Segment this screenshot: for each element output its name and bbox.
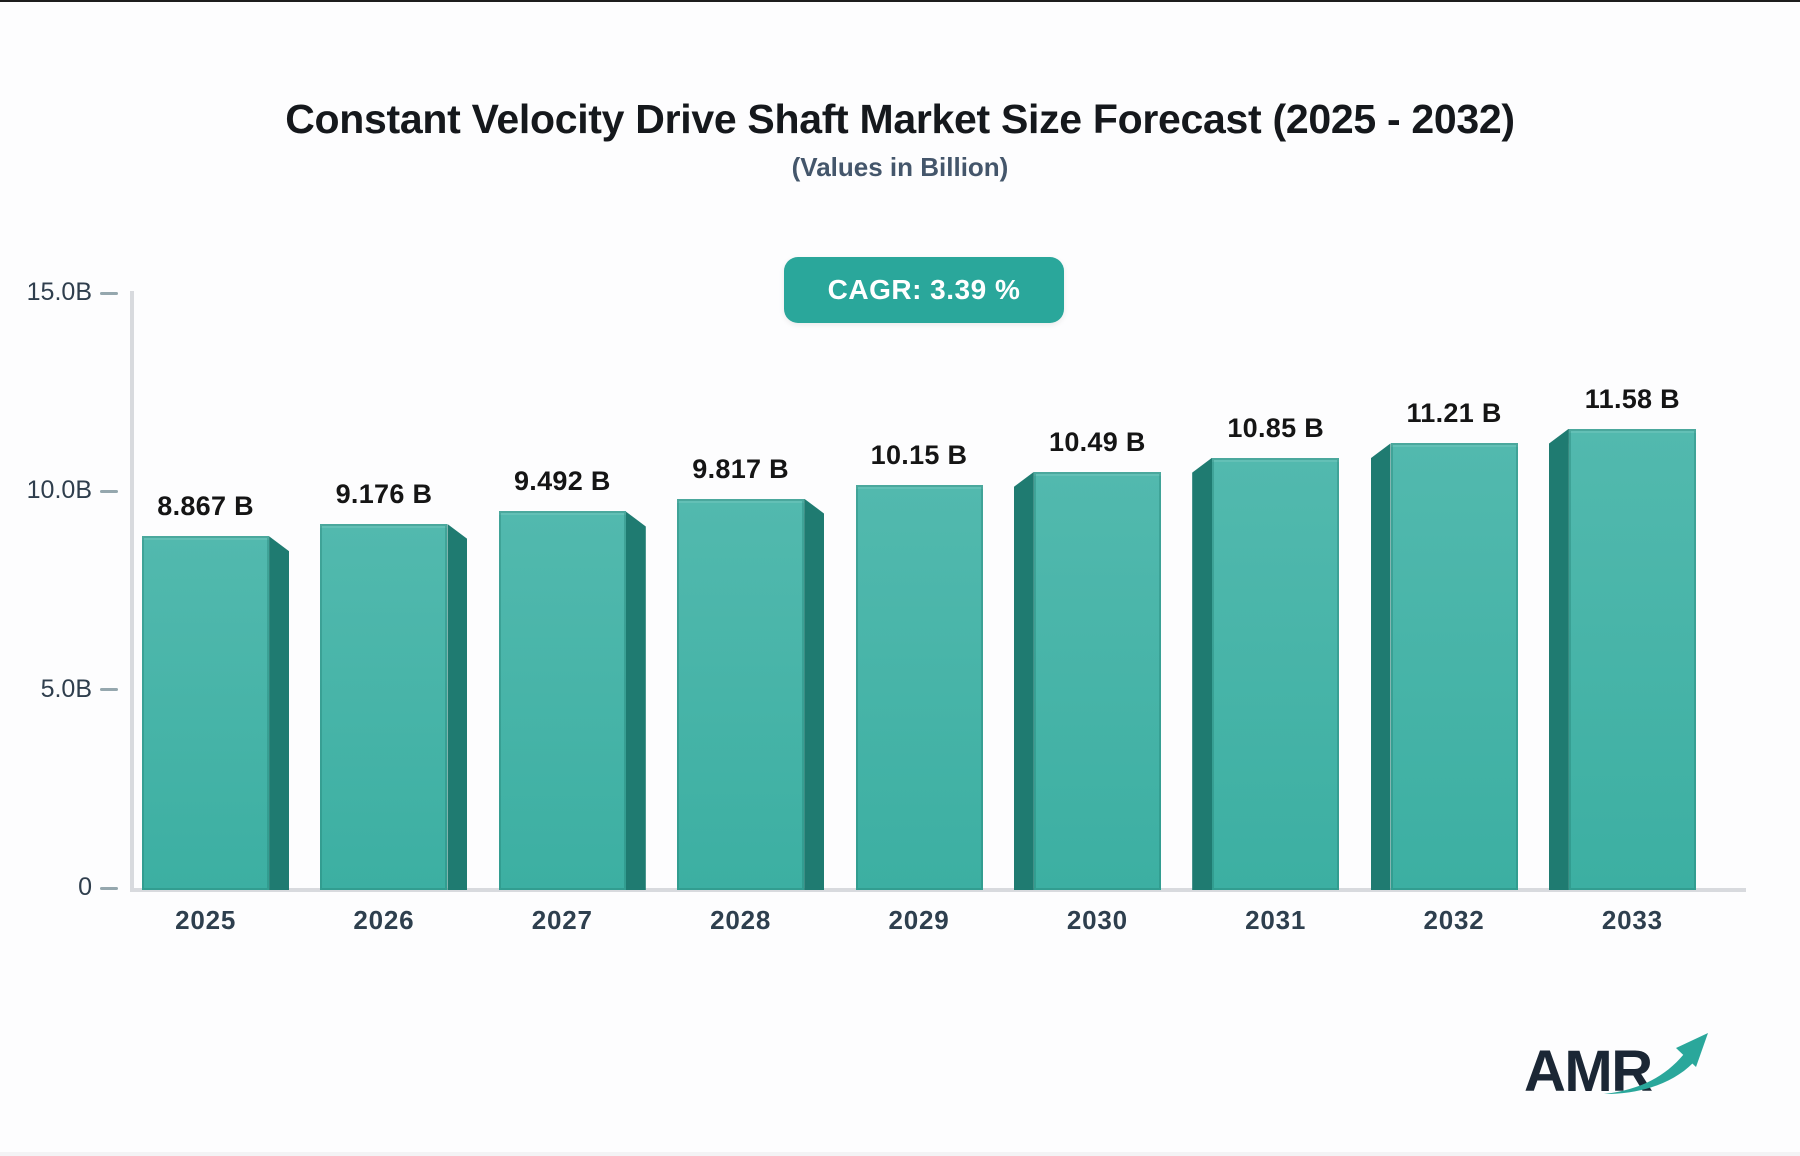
- x-axis-label-2025: 2025: [175, 905, 237, 935]
- bar-2033: [1568, 428, 1696, 890]
- y-axis-tick-label: 15.0B: [26, 278, 92, 306]
- bar-side-2028: [804, 498, 825, 890]
- bar-side-2026: [447, 524, 468, 890]
- chart-title: Constant Velocity Drive Shaft Market Siz…: [285, 96, 1515, 142]
- y-axis-tick: [100, 291, 118, 295]
- x-axis-label-2032: 2032: [1423, 905, 1485, 935]
- y-axis-tick: [100, 688, 118, 692]
- bar-value-label-2027: 9.492 B: [513, 466, 611, 497]
- y-axis-line: [130, 291, 134, 892]
- y-axis-tick: [100, 886, 118, 890]
- y-axis-tick: [100, 489, 118, 493]
- amr-logo-text: AMR: [1524, 1039, 1653, 1104]
- bar-value-label-2032: 11.21 B: [1406, 398, 1502, 429]
- bar-value-label-2031: 10.85 B: [1227, 412, 1325, 443]
- bar-value-label-2028: 9.817 B: [692, 453, 789, 484]
- cagr-badge: CAGR: 3.39 %: [784, 257, 1064, 323]
- bar-value-label-2030: 10.49 B: [1049, 426, 1146, 457]
- x-axis-label-2027: 2027: [531, 905, 593, 935]
- bar-value-label-2029: 10.15 B: [870, 440, 968, 471]
- x-axis-line: [130, 888, 1746, 892]
- x-axis-label-2028: 2028: [710, 905, 772, 935]
- x-axis-label-2030: 2030: [1066, 905, 1128, 935]
- y-axis-tick-label: 5.0B: [40, 674, 92, 703]
- bar-side-2033: [1548, 428, 1569, 890]
- bar-2027: [498, 511, 626, 890]
- bar-side-2031: [1192, 457, 1213, 890]
- x-axis-label-2031: 2031: [1245, 905, 1307, 935]
- chart-subtitle: (Values in Billion): [791, 152, 1009, 182]
- bar-value-label-2025: 8.867 B: [157, 491, 254, 522]
- bar-2026: [320, 524, 448, 890]
- x-axis-label-2033: 2033: [1601, 905, 1663, 935]
- x-axis-label-2026: 2026: [353, 905, 415, 935]
- bar-value-label-2026: 9.176 B: [335, 479, 433, 510]
- y-axis-tick-label: 0: [78, 873, 92, 901]
- growth-arrow-icon: [1604, 1033, 1708, 1094]
- bar-2030: [1033, 471, 1161, 890]
- bar-side-2032: [1370, 443, 1391, 890]
- bar-2028: [677, 498, 805, 890]
- bar-side-2030: [1013, 471, 1034, 890]
- bar-2032: [1390, 443, 1518, 890]
- x-axis-label-2029: 2029: [888, 905, 950, 935]
- bar-side-2027: [625, 511, 646, 890]
- bar-side-2025: [269, 536, 290, 890]
- bar-2031: [1212, 457, 1340, 890]
- bar-value-label-2033: 11.58 B: [1584, 383, 1680, 414]
- bar-2025: [142, 536, 270, 890]
- bar-2029: [855, 485, 983, 890]
- y-axis-tick-label: 10.0B: [26, 476, 92, 505]
- amr-logo: AMR: [1524, 1033, 1724, 1116]
